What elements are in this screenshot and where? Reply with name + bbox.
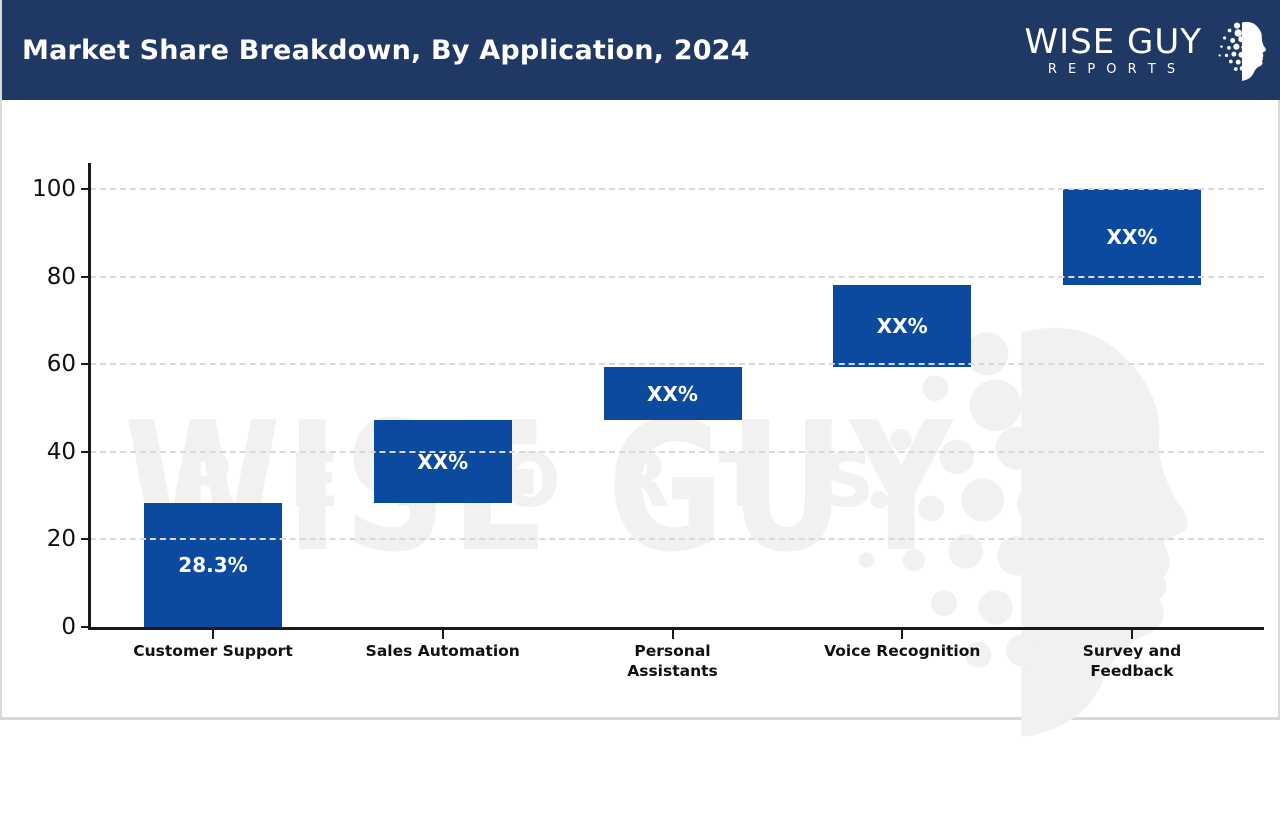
bar-value-label: 28.3% bbox=[178, 553, 248, 578]
dotted-face-icon bbox=[1218, 21, 1266, 81]
logo-text: WISE GUY R E P O R T S bbox=[1024, 22, 1202, 77]
wise-guy-logo: WISE GUY R E P O R T S bbox=[1024, 8, 1268, 94]
waterfall-bar bbox=[603, 366, 742, 421]
y-axis-tick-label: 40 bbox=[46, 438, 76, 465]
bar-value-label: XX% bbox=[417, 449, 469, 474]
watermark-face-icon bbox=[858, 327, 1188, 737]
logo-wordmark: WISE GUY bbox=[1024, 22, 1202, 63]
y-gridline bbox=[90, 363, 1264, 366]
y-axis-tick-mark bbox=[81, 450, 90, 453]
x-axis-tick-mark bbox=[212, 630, 214, 639]
y-axis-tick-label: 20 bbox=[46, 526, 76, 553]
x-axis-tick-mark bbox=[671, 630, 674, 639]
y-axis-tick-mark bbox=[81, 188, 90, 190]
bar-value-label: XX% bbox=[1106, 224, 1158, 249]
y-gridline bbox=[90, 450, 1264, 453]
y-gridline bbox=[90, 188, 1264, 190]
waterfall-bar bbox=[833, 284, 972, 367]
y-axis-tick-mark bbox=[81, 626, 90, 628]
x-axis-category-label: Survey and Feedback bbox=[1082, 642, 1182, 681]
x-axis-tick-mark bbox=[901, 630, 904, 639]
waterfall-bar bbox=[144, 503, 282, 627]
y-axis-tick-mark bbox=[81, 363, 90, 366]
x-axis-category-label: Voice Recognition bbox=[824, 642, 981, 660]
x-axis-category-label: Sales Automation bbox=[365, 642, 520, 660]
y-axis-tick-mark bbox=[81, 275, 90, 278]
x-axis-spine bbox=[90, 627, 1264, 630]
x-axis-tick-mark bbox=[441, 630, 444, 639]
x-axis-tick-mark bbox=[1131, 630, 1133, 639]
waterfall-bar bbox=[1063, 189, 1201, 285]
y-axis-tick-label: 0 bbox=[61, 614, 76, 640]
y-axis-tick-label: 80 bbox=[46, 263, 76, 290]
x-axis-category-label: Customer Support bbox=[133, 642, 293, 660]
y-axis-tick-label: 60 bbox=[46, 351, 76, 378]
y-axis-tick-mark bbox=[81, 538, 90, 541]
y-axis-spine bbox=[88, 163, 91, 630]
waterfall-bar bbox=[373, 420, 512, 504]
bar-value-label: XX% bbox=[647, 381, 698, 406]
waterfall-chart: WISE GUY REPORTS 0 20 40 60 80 100 28.3% Custom… bbox=[2, 100, 1280, 737]
bar-value-label: XX% bbox=[876, 313, 928, 338]
y-gridline bbox=[90, 275, 1264, 278]
y-axis-tick-label: 100 bbox=[32, 176, 76, 202]
y-gridline bbox=[90, 538, 1264, 541]
x-axis-category-label: Personal Assistants bbox=[627, 642, 718, 681]
logo-subtitle: R E P O R T S bbox=[1047, 61, 1179, 77]
header-bar: Market Share Breakdown, By Application, … bbox=[2, 0, 1280, 100]
page-title: Market Share Breakdown, By Application, … bbox=[22, 34, 750, 66]
